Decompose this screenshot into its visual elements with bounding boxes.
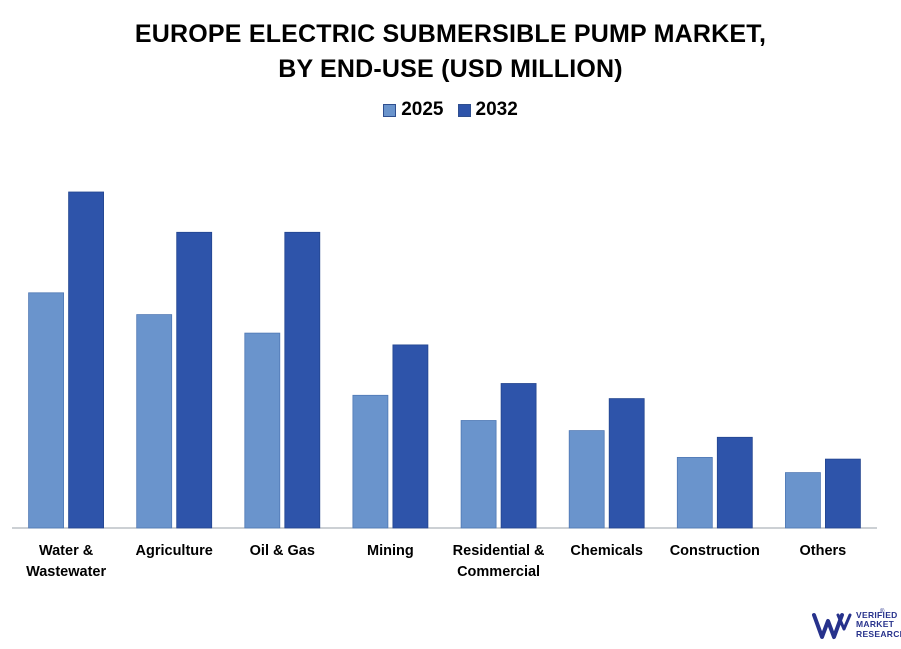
bar-2032-7 [825, 458, 861, 529]
x-tick-label-6-0: Construction [670, 543, 760, 559]
vmr-logo-line3: RESEARCH [856, 628, 901, 639]
x-tick-label-5-0: Chemicals [570, 543, 643, 559]
bar-2025-1 [136, 314, 173, 529]
legend-swatch-2025 [383, 103, 397, 117]
legend-label-2025: 2025 [401, 99, 444, 120]
bar-2025-0 [28, 292, 65, 529]
bar-2032-6 [716, 436, 753, 529]
bar-2032-3 [392, 344, 429, 529]
bar-2032-4 [500, 383, 537, 529]
vmr-logo-line1: VERIFIED [856, 609, 898, 620]
chart-title: EUROPE ELECTRIC SUBMERSIBLE PUMP MARKET,… [0, 17, 901, 87]
x-tick-label-2-0: Oil & Gas [250, 543, 315, 559]
vmr-logo-icon [812, 613, 852, 639]
bar-2032-1 [176, 231, 213, 529]
legend-label-2032: 2032 [475, 99, 518, 120]
bar-2025-5 [568, 430, 605, 529]
chart-title-line2: BY END-USE (USD MILLION) [278, 55, 623, 83]
x-tick-label-3-0: Mining [367, 543, 414, 559]
bar-2025-2 [244, 332, 281, 529]
bar-2032-5 [608, 398, 645, 529]
vmr-logo-text: VERIFIED MARKET RESEARCH [856, 609, 901, 640]
x-tick-label-0-1: Wastewater [26, 564, 106, 580]
x-tick-label-4-0: Residential & [453, 543, 545, 559]
chart-legend: 2025 2032 [0, 99, 901, 121]
bar-2025-4 [460, 420, 497, 529]
bar-2032-0 [68, 191, 104, 529]
bar-2025-3 [352, 394, 389, 529]
x-tick-label-4-1: Commercial [457, 564, 540, 580]
bar-2025-6 [676, 456, 713, 529]
chart-title-line1: EUROPE ELECTRIC SUBMERSIBLE PUMP MARKET, [134, 20, 767, 48]
vmr-logo-line2: MARKET [856, 619, 895, 630]
x-tick-label-0-0: Water & [39, 543, 94, 559]
x-tick-label-1-0: Agriculture [136, 543, 213, 559]
vmr-logo: VERIFIED MARKET RESEARCH [812, 607, 901, 643]
legend-swatch-2032 [457, 103, 471, 117]
bar-2032-2 [284, 231, 321, 529]
x-tick-label-7-0: Others [800, 543, 847, 559]
legend-item-2025: 2025 [383, 99, 444, 121]
vmr-logo-registered: ® [880, 609, 885, 615]
bar-2025-7 [785, 472, 821, 529]
legend-item-2032: 2032 [457, 99, 518, 121]
